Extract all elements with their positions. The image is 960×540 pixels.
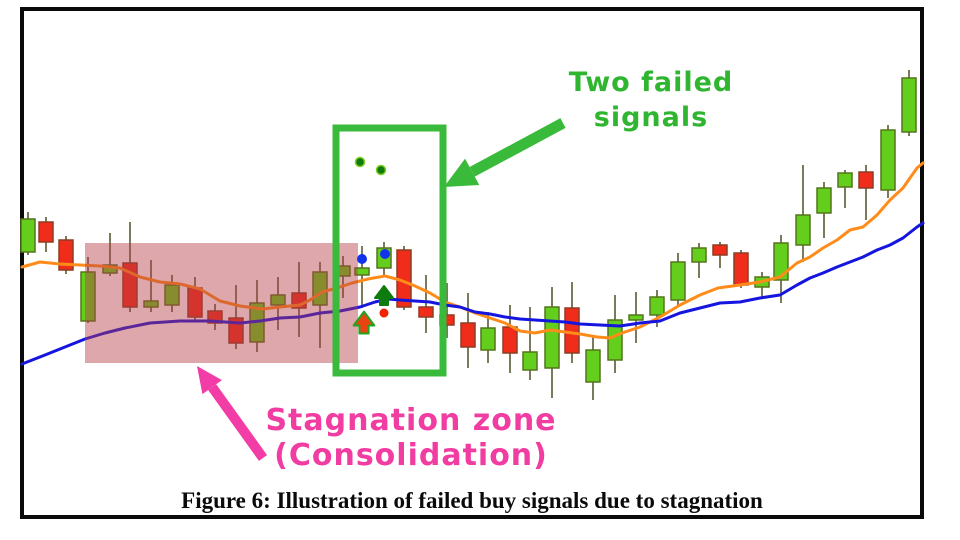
candle-down [733, 250, 749, 288]
candle-up [164, 275, 180, 312]
signal-dot-red [379, 308, 389, 318]
candle-up [544, 287, 560, 398]
failed-signals-label-line2: signals [593, 101, 709, 133]
buy-signal-arrow-icon [374, 285, 394, 306]
buy-signal-arrow-icon [352, 310, 376, 335]
candle-down [38, 217, 54, 252]
signal-dot-blue [380, 249, 390, 259]
candle-up [80, 257, 96, 323]
stagnation-label-line2: (Consolidation) [274, 438, 548, 474]
failed-signal-dot-green [354, 156, 366, 168]
failed-signals-box [332, 124, 447, 377]
stagnation-label: Stagnation zone (Consolidation) [248, 403, 574, 474]
candle-up [901, 70, 917, 136]
stagnation-label-line1: Stagnation zone [265, 403, 557, 438]
candle-down [712, 242, 728, 268]
candle-up [607, 295, 623, 373]
candle-up [691, 243, 707, 278]
candle-up [773, 235, 789, 303]
failed-signals-arrow-head [444, 158, 480, 187]
candle-up [143, 260, 159, 312]
failed-signals-arrow-shaft [469, 118, 566, 177]
slow-ma-line [20, 221, 925, 366]
failed-signal-dot-green [375, 164, 387, 176]
candle-down [858, 165, 874, 220]
fast-ma-line [20, 161, 925, 340]
candles [20, 70, 917, 400]
candle-up [816, 182, 832, 238]
candle-up [670, 253, 686, 305]
candle-up [20, 212, 36, 255]
candle-down [460, 293, 476, 368]
figure-caption: Figure 6: Illustration of failed buy sig… [181, 488, 763, 513]
failed-signals-label: Two failed signals [535, 66, 767, 135]
candle-up [837, 170, 853, 208]
signal-dot-blue [357, 254, 367, 264]
stagnation-zone [85, 243, 358, 363]
candle-up [880, 125, 896, 198]
candle-up [795, 165, 811, 262]
candle-up [376, 242, 392, 276]
stagnation-arrow-shaft [208, 384, 268, 461]
candle-down [418, 275, 434, 333]
candle-up [480, 312, 496, 363]
candle-up [754, 272, 770, 298]
candle-up [270, 277, 286, 330]
candle-up [585, 337, 601, 400]
candle-up [628, 292, 644, 343]
candle-down [58, 236, 74, 274]
candle-down [502, 305, 518, 373]
failed-signals-label-line1: Two failed [568, 67, 734, 98]
stagnation-arrow-head [197, 366, 222, 395]
